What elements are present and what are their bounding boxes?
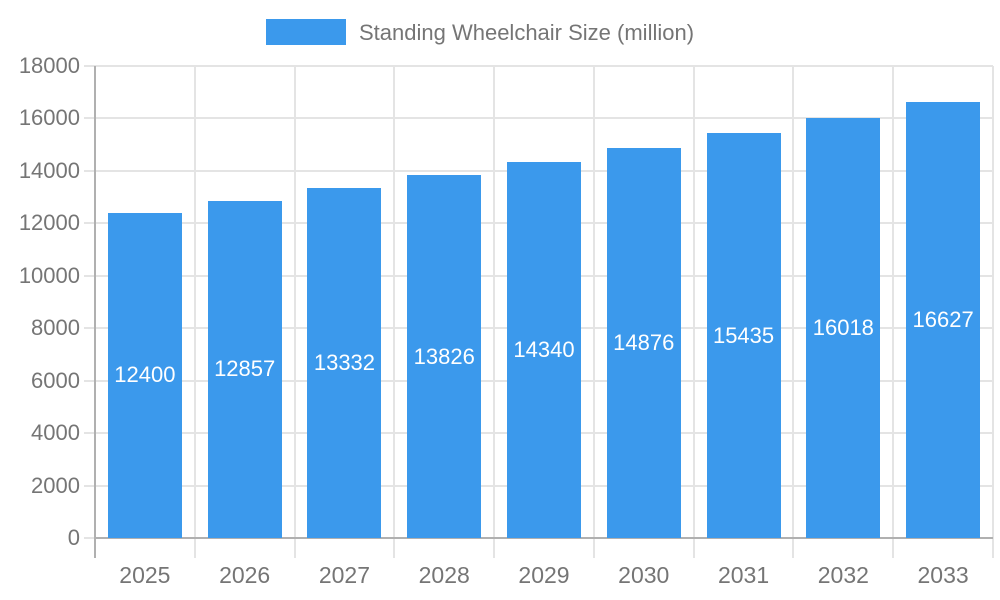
y-gridline: [95, 117, 993, 120]
x-tick-label: 2027: [318, 562, 371, 588]
category-gridline: [493, 66, 496, 558]
y-axis-tick: [84, 432, 95, 435]
y-axis-tick: [84, 117, 95, 120]
category-gridline: [692, 66, 695, 558]
bar-value-label: 13332: [313, 350, 376, 376]
bar: [107, 212, 182, 538]
bar-value-label: 14340: [513, 336, 575, 362]
y-tick-label: 16000: [18, 105, 80, 131]
x-axis-baseline: [95, 537, 993, 539]
x-tick-label: 2032: [817, 562, 869, 588]
category-gridline: [393, 66, 396, 558]
x-tick-label: 2028: [418, 562, 470, 588]
bar: [606, 147, 681, 538]
y-axis-tick: [84, 274, 95, 277]
bar-value-label: 14876: [613, 329, 675, 355]
y-tick-label: 6000: [31, 367, 80, 393]
legend-swatch: [266, 19, 346, 45]
category-gridline: [792, 66, 795, 558]
y-axis-line: [94, 66, 96, 558]
bar: [706, 133, 781, 538]
x-tick-label: 2030: [618, 562, 670, 588]
x-tick-label: 2029: [518, 562, 570, 588]
bar: [407, 175, 482, 538]
y-tick-label: 2000: [31, 472, 80, 498]
y-axis-tick: [84, 65, 95, 67]
y-tick-label: 12000: [18, 210, 80, 236]
x-tick-label: 2026: [219, 562, 271, 588]
y-axis-tick: [84, 537, 95, 539]
bar-value-label: 15435: [712, 322, 775, 348]
bar: [307, 188, 382, 538]
x-tick-label: 2031: [717, 562, 770, 588]
bar-value-label: 16018: [812, 314, 874, 340]
legend-label: Standing Wheelchair Size (million): [359, 20, 695, 45]
bar: [207, 200, 282, 538]
y-tick-label: 8000: [31, 315, 80, 341]
bar: [806, 117, 881, 538]
category-gridline: [193, 66, 196, 558]
bar: [906, 102, 981, 538]
y-gridline: [95, 65, 993, 67]
y-tick-label: 0: [67, 525, 80, 550]
y-axis-tick: [84, 484, 95, 487]
category-gridline: [892, 66, 895, 558]
y-axis-tick: [84, 327, 95, 330]
x-tick-label: 2025: [119, 562, 171, 588]
y-axis-tick: [84, 169, 95, 172]
y-axis-tick: [84, 379, 95, 382]
bar-value-label: 13826: [413, 343, 475, 369]
bar-value-label: 12400: [114, 362, 176, 388]
category-gridline: [992, 66, 994, 558]
category-gridline: [293, 66, 296, 558]
y-tick-label: 4000: [31, 420, 80, 446]
bar: [507, 161, 581, 538]
x-tick-label: 2033: [917, 562, 969, 588]
bar-value-label: 12857: [214, 356, 276, 382]
y-axis-tick: [84, 222, 95, 225]
y-tick-label: 14000: [18, 157, 80, 183]
category-gridline: [592, 66, 595, 558]
y-tick-label: 10000: [18, 262, 80, 288]
y-tick-label: 18000: [18, 53, 80, 78]
bar-value-label: 16627: [912, 307, 974, 332]
